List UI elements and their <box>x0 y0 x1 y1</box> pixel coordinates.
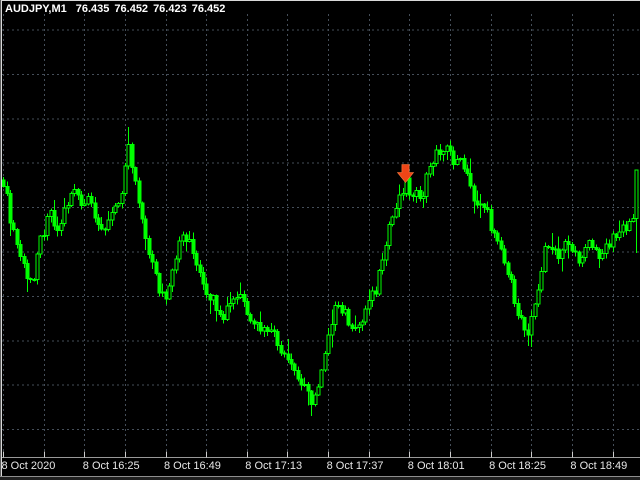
chart-ohlc-readout: AUDJPY,M1 76.435 76.452 76.423 76.452 <box>5 3 230 15</box>
symbol-timeframe-label: AUDJPY,M1 <box>5 3 67 15</box>
window-border-left-light <box>1 1 2 477</box>
time-axis-label: 8 Oct 16:25 <box>82 460 140 472</box>
time-axis[interactable]: 8 Oct 2020 8 Oct 16:25 8 Oct 16:49 8 Oct 17… <box>0 459 640 476</box>
time-axis-label: 8 Oct 17:13 <box>245 460 303 472</box>
low-value: 76.423 <box>153 3 187 15</box>
time-axis-label: 8 Oct 18:49 <box>570 460 628 472</box>
open-value: 76.435 <box>75 3 110 15</box>
window-border-left-dark <box>0 0 1 477</box>
time-axis-label: 8 Oct 17:37 <box>326 460 384 472</box>
time-axis-label: 8 Oct 18:25 <box>489 460 546 472</box>
high-value: 76.452 <box>114 3 149 15</box>
window-border-bottom-strip <box>0 477 640 480</box>
sell-arrow-icon[interactable] <box>396 164 415 183</box>
close-value: 76.452 <box>191 3 226 15</box>
window-border-top <box>0 0 640 1</box>
time-axis-label: 8 Oct 18:01 <box>407 460 465 472</box>
grid <box>2 14 640 457</box>
window-border-bottom <box>0 476 640 477</box>
time-axis-label: 8 Oct 16:49 <box>164 460 221 472</box>
time-axis-label: 8 Oct 2020 <box>1 460 56 472</box>
candlestick-series <box>1 127 639 416</box>
time-axis-ticks <box>0 451 640 458</box>
